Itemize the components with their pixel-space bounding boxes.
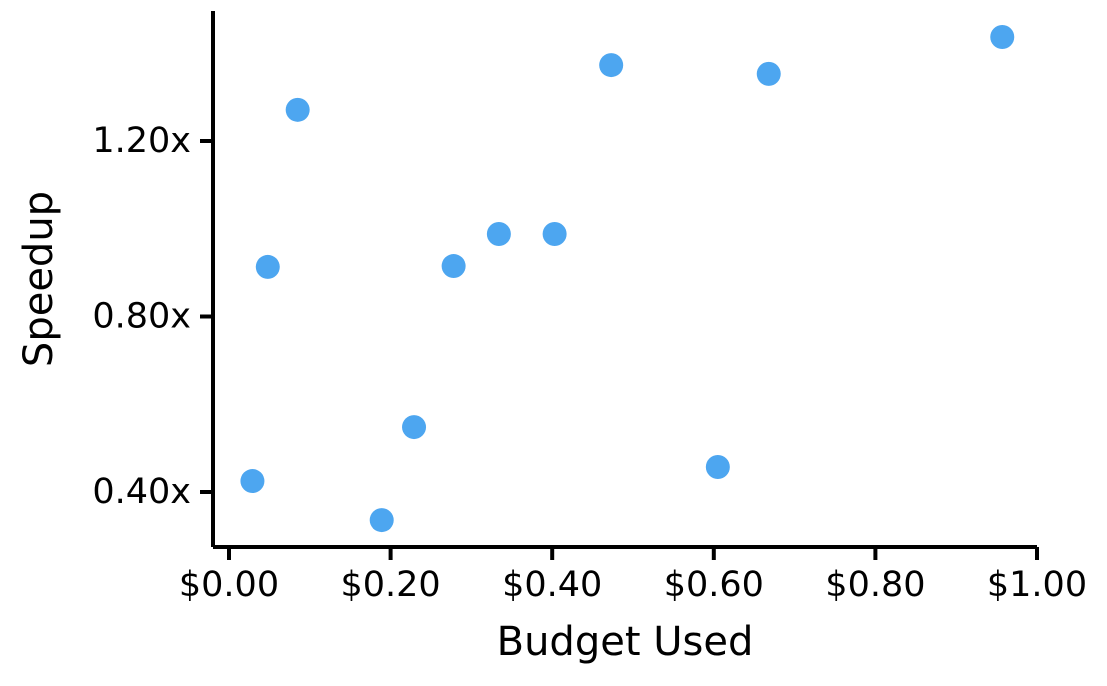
x-tick-label-4: $0.80 (825, 565, 925, 605)
axis-spines (211, 11, 1037, 549)
y-tick-label-2: 1.20x (92, 121, 191, 161)
data-point (255, 254, 280, 279)
y-axis-ticks (200, 139, 213, 494)
x-tick-label-1: $0.20 (340, 565, 440, 605)
data-point (441, 254, 466, 279)
data-point (990, 25, 1015, 50)
data-point (756, 61, 781, 86)
y-axis-tick-labels: 0.40x 0.80x 1.20x (92, 121, 191, 512)
y-tick-label-1: 0.80x (92, 297, 191, 337)
data-point (599, 53, 624, 78)
data-point (285, 97, 310, 122)
x-tick-label-2: $0.40 (502, 565, 602, 605)
data-point (369, 508, 394, 533)
data-point (486, 222, 511, 247)
x-tick-label-5: $1.00 (987, 565, 1087, 605)
x-axis-ticks (227, 547, 1039, 560)
data-point (705, 454, 730, 479)
x-tick-label-3: $0.60 (664, 565, 764, 605)
x-axis-label: Budget Used (497, 619, 754, 665)
y-axis-label: Speedup (16, 191, 62, 367)
data-points-layer (240, 25, 1015, 533)
data-point (402, 415, 427, 440)
x-axis-tick-labels: $0.00 $0.20 $0.40 $0.60 $0.80 $1.00 (179, 565, 1087, 605)
data-point (240, 469, 265, 494)
y-tick-label-0: 0.40x (92, 472, 191, 512)
data-point (542, 222, 567, 247)
x-tick-label-0: $0.00 (179, 565, 279, 605)
